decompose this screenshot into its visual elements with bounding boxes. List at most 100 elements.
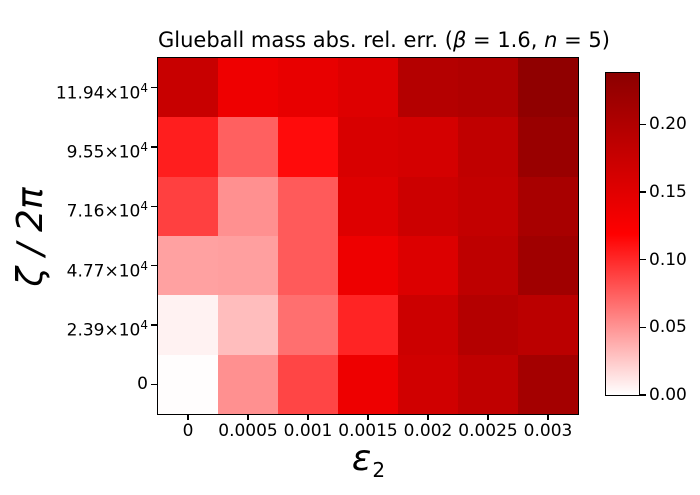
y-tick-mark	[151, 86, 157, 89]
x-tick-label: 0.0005	[218, 421, 278, 441]
colorbar-tick-label: 0.05	[649, 317, 687, 338]
heatmap-cell	[158, 295, 218, 355]
heatmap-cell	[158, 235, 218, 296]
colorbar-tick-label: 0.15	[649, 182, 687, 203]
y-tick-exponent: 4	[140, 258, 148, 273]
x-axis-label: ε2	[158, 438, 578, 483]
y-tick-exponent: 4	[140, 140, 148, 154]
y-tick-mark	[151, 324, 157, 326]
heatmap-cell	[398, 295, 458, 355]
x-tick-label: 0.002	[403, 421, 453, 441]
heatmap-cell	[398, 235, 458, 296]
y-tick-label: 4.77×104	[0, 255, 148, 283]
heatmap-cell	[278, 117, 338, 177]
x-tick-label: 0.001	[283, 421, 333, 441]
colorbar-tick-mark	[640, 191, 646, 193]
heatmap-cell	[518, 354, 578, 414]
colorbar-tick-label: 0.10	[649, 249, 687, 270]
heatmap-cell	[398, 176, 458, 236]
heatmap-cell	[158, 58, 218, 118]
y-tick-mark	[151, 146, 157, 148]
x-tick-label: 0.0015	[338, 421, 398, 441]
title-text: = 1.6,	[466, 28, 545, 52]
x-tick-label: 0	[182, 421, 194, 441]
heatmap-cell	[398, 117, 458, 177]
heatmap-cell	[458, 295, 518, 355]
colorbar	[605, 72, 640, 396]
heatmap-cell	[218, 235, 278, 296]
heatmap-cell	[158, 176, 218, 236]
heatmap-cell	[278, 295, 338, 355]
heatmap-cell	[458, 117, 518, 177]
heatmap-cell	[218, 58, 278, 118]
y-tick-base: 4.77×10	[66, 261, 141, 282]
heatmap-cell	[338, 235, 398, 296]
heatmap-cell	[158, 354, 218, 414]
heatmap-cell	[338, 354, 398, 414]
colorbar-tick-mark	[640, 123, 646, 126]
heatmap-cell	[518, 235, 578, 296]
x-tick-mark	[247, 414, 249, 420]
epsilon-symbol: ε	[351, 438, 372, 479]
heatmap-cell	[278, 354, 338, 414]
y-tick-base: 7.16×10	[66, 201, 141, 222]
heatmap-cell	[458, 58, 518, 118]
heatmap-grid	[157, 57, 579, 415]
x-tick-label: 0.003	[523, 421, 573, 441]
heatmap-cell	[278, 235, 338, 296]
heatmap-cell	[338, 295, 398, 355]
y-tick-base: 11.94×10	[55, 83, 141, 104]
heatmap-cell	[338, 176, 398, 236]
colorbar-tick-label: 0.20	[649, 114, 687, 135]
heatmap-cell	[218, 295, 278, 355]
y-tick-exponent: 4	[140, 199, 148, 214]
x-tick-mark	[547, 414, 549, 420]
x-tick-mark	[487, 414, 489, 420]
heatmap-cell	[518, 58, 578, 118]
heatmap-cell	[158, 117, 218, 177]
heatmap-cell	[278, 58, 338, 118]
y-tick-mark	[151, 264, 157, 267]
x-tick-mark	[307, 414, 309, 420]
y-tick-label: 11.94×104	[0, 77, 148, 105]
y-tick-label: 7.16×104	[0, 195, 148, 223]
heatmap-cell	[218, 354, 278, 414]
heatmap-cell	[218, 176, 278, 236]
heatmap-cell	[338, 58, 398, 118]
heatmap-cell	[338, 117, 398, 177]
heatmap-cell	[398, 354, 458, 414]
y-tick-label: 0	[0, 373, 148, 395]
y-tick-exponent: 4	[140, 80, 148, 95]
y-tick-mark	[151, 205, 157, 208]
title-text: Glueball mass abs. rel. err. (	[158, 28, 453, 52]
heatmap-cell	[458, 235, 518, 296]
y-tick-base: 9.55×10	[66, 142, 141, 163]
epsilon-subscript: 2	[372, 458, 386, 482]
title-beta-symbol: β	[452, 28, 467, 52]
heatmap-cell	[458, 176, 518, 236]
colorbar-tick-label: 0.00	[649, 385, 687, 405]
title-n-symbol: n	[544, 28, 558, 52]
heatmap-cell	[518, 295, 578, 355]
heatmap-cell	[398, 58, 458, 118]
colorbar-tick-mark	[640, 326, 646, 329]
x-tick-mark	[187, 414, 189, 420]
chart-title: Glueball mass abs. rel. err. (β = 1.6, n…	[158, 28, 610, 52]
y-tick-exponent: 4	[140, 318, 148, 332]
heatmap-cell	[458, 354, 518, 414]
title-text: = 5)	[557, 28, 610, 52]
y-tick-label: 9.55×104	[0, 136, 148, 164]
heatmap-cell	[218, 117, 278, 177]
colorbar-tick-mark	[640, 394, 646, 396]
heatmap-cell	[518, 176, 578, 236]
y-tick-base: 0	[137, 374, 148, 395]
x-tick-mark	[367, 414, 369, 420]
y-tick-label: 2.39×104	[0, 314, 148, 342]
heatmap-cell	[518, 117, 578, 177]
y-tick-base: 2.39×10	[66, 320, 141, 341]
y-tick-mark	[151, 383, 157, 386]
heatmap-cell	[278, 176, 338, 236]
x-tick-label: 0.0025	[458, 421, 518, 441]
x-tick-mark	[427, 414, 429, 420]
